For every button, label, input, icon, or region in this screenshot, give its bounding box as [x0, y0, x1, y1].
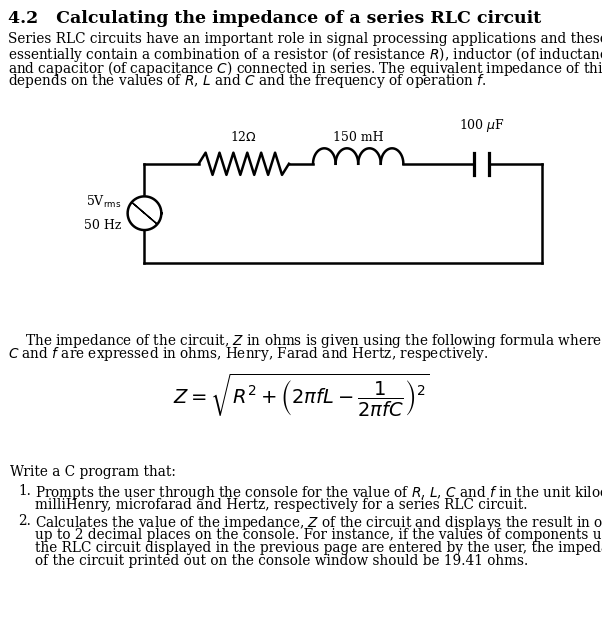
Text: Series RLC circuits have an important role in signal processing applications and: Series RLC circuits have an important ro… — [8, 32, 602, 46]
Text: 2.: 2. — [18, 514, 31, 528]
Text: $C$ and $f$ are expressed in ohms, Henry, Farad and Hertz, respectively.: $C$ and $f$ are expressed in ohms, Henry… — [8, 345, 488, 363]
Polygon shape — [128, 197, 161, 230]
Text: 5V$_{\rm rms}$: 5V$_{\rm rms}$ — [86, 194, 122, 210]
Text: depends on the values of $R$, $L$ and $C$ and the frequency of operation $f$.: depends on the values of $R$, $L$ and $C… — [8, 72, 486, 90]
Text: 1.: 1. — [18, 484, 31, 498]
Text: 4.2   Calculating the impedance of a series RLC circuit: 4.2 Calculating the impedance of a serie… — [8, 10, 541, 27]
Text: 100 $\mu$F: 100 $\mu$F — [459, 117, 504, 134]
Text: the RLC circuit displayed in the previous page are entered by the user, the impe: the RLC circuit displayed in the previou… — [35, 541, 602, 555]
Text: Write a C program that:: Write a C program that: — [10, 465, 176, 479]
Text: essentially contain a combination of a resistor (of resistance $R$), inductor (o: essentially contain a combination of a r… — [8, 46, 602, 64]
Text: 50 Hz: 50 Hz — [84, 219, 122, 232]
Text: Prompts the user through the console for the value of $R$, $L$, $C$ and $f$ in t: Prompts the user through the console for… — [35, 484, 602, 502]
Text: Calculates the value of the impedance, $Z$ of the circuit and displays the resul: Calculates the value of the impedance, $… — [35, 514, 602, 532]
Text: and capacitor (of capacitance $C$) connected in series. The equivalent impedance: and capacitor (of capacitance $C$) conne… — [8, 59, 602, 78]
Text: milliHenry, microfarad and Hertz, respectively for a series RLC circuit.: milliHenry, microfarad and Hertz, respec… — [35, 497, 527, 512]
Text: 150 mH: 150 mH — [333, 131, 383, 144]
Text: $Z = \sqrt{R^2 + \left(2\pi fL - \dfrac{1}{2\pi fC}\right)^2}$: $Z = \sqrt{R^2 + \left(2\pi fL - \dfrac{… — [173, 371, 429, 418]
Text: of the circuit printed out on the console window should be 19.41 ohms.: of the circuit printed out on the consol… — [35, 554, 528, 569]
Text: up to 2 decimal places on the console. For instance, if the values of components: up to 2 decimal places on the console. F… — [35, 528, 602, 541]
Text: 12$\Omega$: 12$\Omega$ — [231, 130, 257, 144]
Text: The impedance of the circuit, $Z$ in ohms is given using the following formula w: The impedance of the circuit, $Z$ in ohm… — [8, 332, 602, 350]
